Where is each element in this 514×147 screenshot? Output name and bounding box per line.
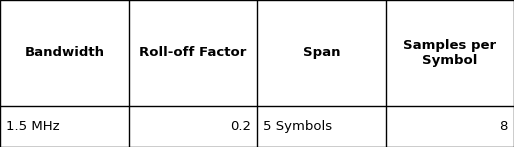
Text: Bandwidth: Bandwidth bbox=[24, 46, 104, 59]
Text: Roll-off Factor: Roll-off Factor bbox=[139, 46, 246, 59]
Text: 5 Symbols: 5 Symbols bbox=[263, 120, 332, 133]
Text: Span: Span bbox=[303, 46, 340, 59]
Text: 0.2: 0.2 bbox=[230, 120, 251, 133]
Text: 8: 8 bbox=[500, 120, 508, 133]
Text: Samples per
Symbol: Samples per Symbol bbox=[403, 39, 497, 67]
Text: 1.5 MHz: 1.5 MHz bbox=[6, 120, 60, 133]
